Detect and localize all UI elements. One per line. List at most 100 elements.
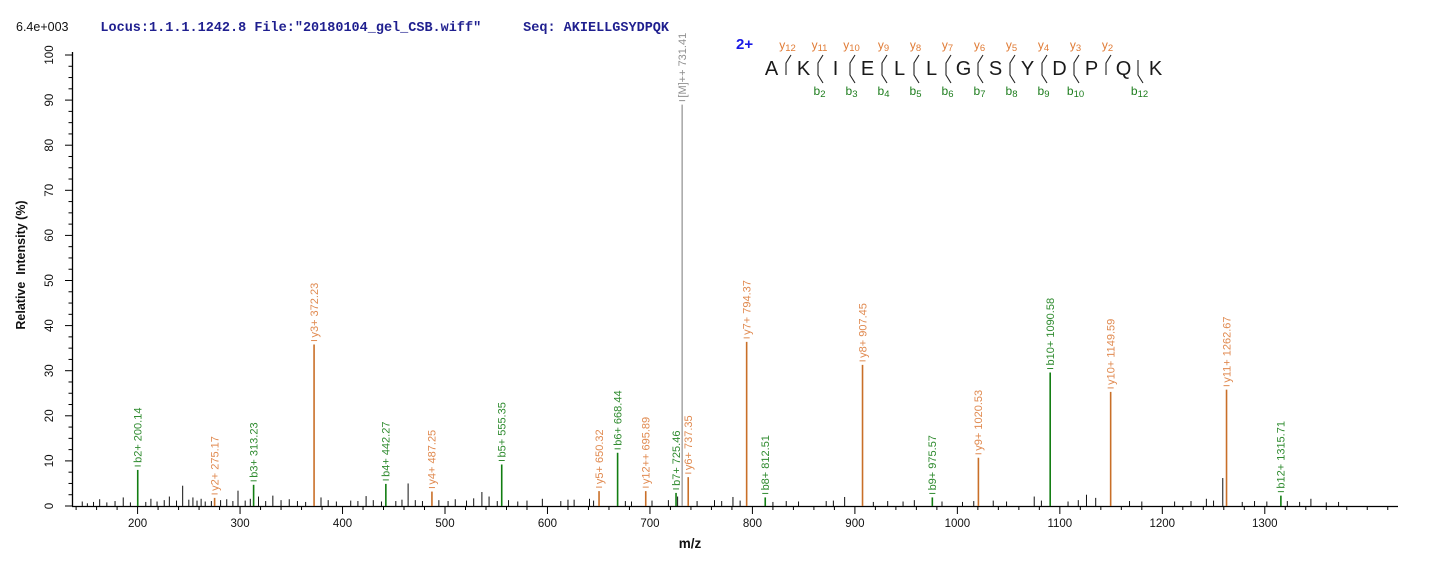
b-ion-label: b5: [909, 84, 922, 100]
y-tick-label: 90: [44, 94, 56, 107]
b-ion-slot: b9: [1037, 84, 1050, 102]
residue-letter: Q: [1115, 57, 1132, 80]
b-ion-slot: b3: [845, 84, 858, 102]
spacer: [986, 36, 1005, 54]
peak-label: y9+ 1020.53: [973, 390, 985, 451]
spacer: [826, 84, 845, 102]
spacer: [1146, 36, 1165, 54]
x-tick-label: 1000: [945, 518, 971, 530]
spacer: [1114, 36, 1133, 54]
residue-letter: E: [860, 57, 875, 80]
y-tick-label: 60: [44, 229, 56, 242]
x-tick-label: 800: [743, 518, 762, 530]
spacer: [986, 84, 1005, 102]
residue: Q: [1114, 54, 1133, 84]
b-ion-label: b3: [845, 84, 858, 100]
peak-label: y10+ 1149.59: [1105, 319, 1117, 385]
fragment-separator-icon: [1073, 54, 1080, 84]
residue: K: [794, 54, 813, 84]
charge-state-label: 2+: [736, 36, 754, 53]
peak-label: y11+ 1262.67: [1221, 316, 1233, 382]
spacer: [890, 36, 909, 54]
residue-letter: S: [988, 57, 1003, 80]
spacer: [1082, 36, 1101, 54]
fragment-separator-icon: [1041, 54, 1048, 84]
y-ion-label: y10: [843, 38, 860, 54]
spacer: [1146, 84, 1165, 102]
b-ion-slot: b8: [1005, 84, 1018, 102]
x-axis-title: m/z: [678, 536, 702, 551]
y-ion-label: y3: [1069, 38, 1082, 54]
y-ion-slot: y5: [1005, 36, 1018, 54]
fragment-separator-icon: [817, 54, 824, 84]
b-ion-label: b12: [1130, 84, 1149, 100]
fragment-separator-icon: [945, 54, 952, 84]
y-ion-label: y11: [811, 38, 828, 54]
spacer: [954, 36, 973, 54]
residue-letter: P: [1084, 57, 1099, 80]
fragment-separator: [909, 54, 922, 84]
residue: E: [858, 54, 877, 84]
b-ion-slot: b2: [813, 84, 826, 102]
y-tick-label: 10: [44, 455, 56, 468]
spacer: [762, 84, 781, 102]
y-tick-label: 70: [44, 184, 56, 197]
x-tick-label: 1200: [1150, 518, 1176, 530]
fragment-separator-icon: [1105, 54, 1112, 75]
spacer: [762, 36, 781, 54]
residue-letter: G: [955, 57, 972, 80]
residue-letter: L: [925, 57, 938, 80]
spacer: [1082, 84, 1101, 102]
spacer: [954, 84, 973, 102]
spacer: [858, 84, 877, 102]
fragment-separator: [941, 54, 954, 84]
x-tick-label: 600: [538, 518, 557, 530]
residue-letter: K: [796, 57, 811, 80]
fragment-separator: [813, 54, 826, 84]
peak-label: b5+ 555.35: [497, 402, 509, 457]
y-ion-slot: y12: [779, 36, 796, 54]
b-ion-slot: b5: [909, 84, 922, 102]
x-tick-label: 900: [845, 518, 864, 530]
y-ion-label: y4: [1037, 38, 1050, 54]
peak-label: y2+ 275.17: [209, 436, 221, 491]
peak-label: y7+ 794.37: [741, 280, 753, 335]
fragment-separator-icon: [785, 54, 792, 75]
residue: P: [1082, 54, 1101, 84]
spacer: [1018, 36, 1037, 54]
y-ion-slot: y9: [877, 36, 890, 54]
precursor-label: [M]++ 731.41: [677, 33, 689, 98]
b-ion-slot: b4: [877, 84, 890, 102]
y-tick-label: 0: [44, 503, 56, 509]
residue: L: [922, 54, 941, 84]
residue: I: [826, 54, 845, 84]
peak-label: b4+ 442.27: [381, 422, 393, 477]
peak-label: y6+ 737.35: [683, 415, 695, 470]
fragment-separator: [1005, 54, 1018, 84]
peak-label: b7+ 725.46: [671, 431, 683, 486]
y-ion-label: y5: [1005, 38, 1018, 54]
y-tick-label: 30: [44, 364, 56, 377]
y-ion-label: y7: [941, 38, 954, 54]
x-tick-label: 1300: [1252, 518, 1278, 530]
spacer: [1050, 36, 1069, 54]
y-ion-label: y9: [877, 38, 890, 54]
x-tick-label: 400: [333, 518, 352, 530]
y-ion-label: y8: [909, 38, 922, 54]
b-ion-slot: [1101, 84, 1114, 102]
residue: A: [762, 54, 781, 84]
fragment-separator-icon: [913, 54, 920, 84]
spacer: [922, 84, 941, 102]
b-ion-slot: b12: [1130, 84, 1149, 102]
peak-label: y12++ 695.89: [641, 417, 653, 484]
y-tick-label: 50: [44, 274, 56, 287]
y-ion-label: y2: [1101, 38, 1114, 54]
y-ion-slot: y4: [1037, 36, 1050, 54]
fragment-separator-icon: [1009, 54, 1016, 84]
residue-letter: Y: [1020, 57, 1035, 80]
fragment-separator: [1069, 54, 1082, 84]
